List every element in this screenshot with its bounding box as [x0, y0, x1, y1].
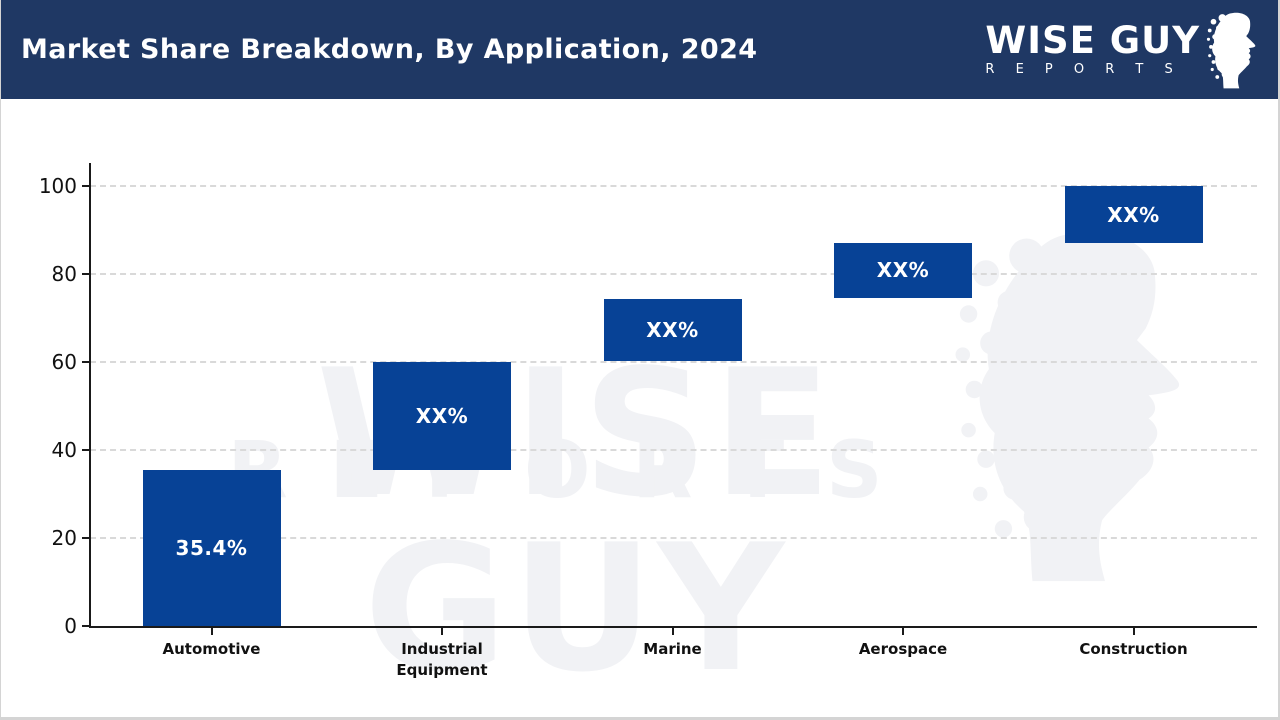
gridline-40 — [90, 449, 1257, 451]
x-axis-label-2: Marine — [643, 640, 702, 658]
logo-text: WISE GUY R E P O R T S — [985, 21, 1200, 78]
y-axis-tick-40 — [82, 449, 90, 451]
y-axis-tick-label-20: 20 — [51, 526, 77, 550]
y-axis-tick-label-80: 80 — [51, 262, 77, 286]
y-axis-tick-80 — [82, 273, 90, 275]
bar-industrial-equipment: XX% — [373, 362, 511, 471]
chart-title: Market Share Breakdown, By Application, … — [21, 34, 758, 65]
bar-marine: XX% — [603, 299, 742, 361]
x-axis-tick-4 — [1132, 628, 1135, 635]
bar-construction: XX% — [1064, 186, 1203, 244]
gridline-20 — [90, 537, 1257, 539]
report-header: Market Share Breakdown, By Application, … — [1, 0, 1278, 99]
x-axis-tick-3 — [902, 628, 904, 635]
y-axis-tick-0 — [82, 625, 90, 627]
x-axis-label-1: Industrial Equipment — [396, 640, 488, 679]
y-axis-tick-label-40: 40 — [51, 438, 77, 462]
x-axis-label-4: Construction — [1079, 640, 1188, 658]
bar-value-label: XX% — [646, 317, 699, 342]
x-axis-label-3: Aerospace — [858, 640, 948, 658]
y-axis-tick-label-100: 100 — [38, 174, 77, 198]
x-axis-line — [89, 626, 1257, 628]
wise-guy-reports-logo: WISE GUY R E P O R T S — [985, 11, 1262, 89]
gridline-100 — [90, 185, 1257, 187]
y-axis-tick-100 — [82, 185, 90, 187]
face-profile-logo-icon — [1204, 11, 1262, 89]
gridline-60 — [90, 361, 1257, 363]
y-axis-tick-20 — [82, 537, 90, 539]
x-axis-tick-2 — [671, 628, 674, 635]
bar-aerospace: XX% — [834, 243, 972, 298]
gridline-80 — [90, 273, 1257, 275]
bar-value-label: XX% — [876, 258, 930, 283]
y-axis-tick-60 — [82, 361, 90, 363]
logo-subtitle: R E P O R T S — [985, 62, 1182, 77]
bar-automotive: 35.4% — [142, 470, 281, 626]
bar-value-label: XX% — [415, 404, 469, 429]
x-axis-label-0: Automotive — [162, 640, 261, 658]
bar-value-label: 35.4% — [175, 536, 248, 561]
y-axis-tick-label-60: 60 — [51, 350, 77, 374]
x-axis-tick-0 — [210, 628, 213, 635]
bar-value-label: XX% — [1107, 202, 1160, 227]
watermark-text-line2: REPORTS — [227, 426, 925, 516]
y-axis-line — [89, 163, 91, 628]
x-axis-tick-1 — [441, 628, 443, 635]
logo-name: WISE GUY — [985, 19, 1200, 62]
y-axis-tick-label-0: 0 — [64, 614, 77, 638]
